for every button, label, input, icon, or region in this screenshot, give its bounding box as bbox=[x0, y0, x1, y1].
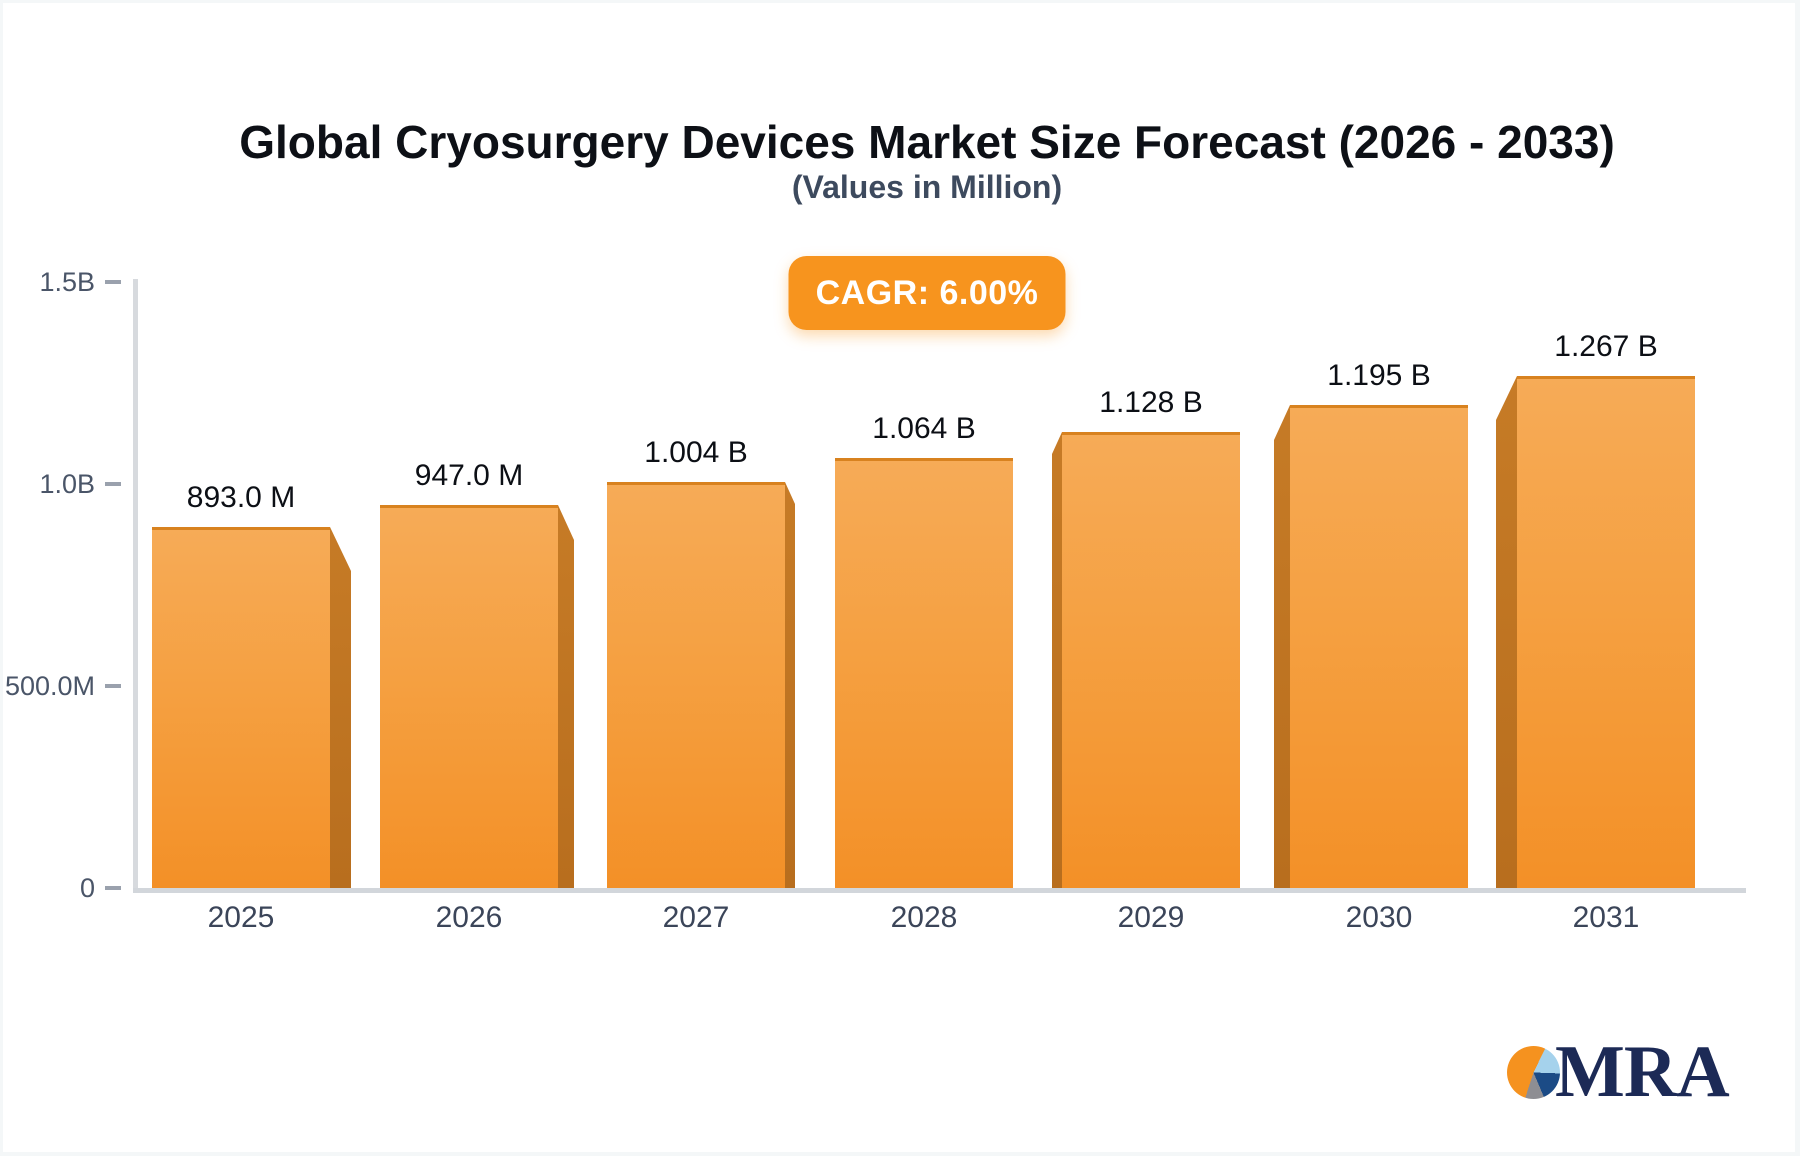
bar-side-face-2025 bbox=[330, 527, 351, 888]
x-axis-line bbox=[133, 888, 1746, 893]
y-axis-tick-label-0: 0 bbox=[79, 873, 95, 903]
chart-title: Global Cryosurgery Devices Market Size F… bbox=[239, 116, 1615, 168]
x-axis-label-2027: 2027 bbox=[662, 901, 730, 934]
x-axis-label-2029: 2029 bbox=[1117, 901, 1185, 934]
bar-2028 bbox=[835, 458, 1013, 888]
bar-2029 bbox=[1062, 432, 1240, 888]
x-axis-label-2028: 2028 bbox=[890, 901, 958, 934]
y-axis-tick-label-500.0M: 500.0M bbox=[4, 671, 95, 701]
bar-value-label-2027: 1.004 B bbox=[644, 436, 748, 469]
bar-chart-plot: 1.5B 1.0B 500.0M 0 893.0 M 2025 947.0 M 2026 1.… bbox=[3, 3, 1800, 1156]
y-axis-tick-1.0B bbox=[105, 482, 121, 486]
bar-side-face-2026 bbox=[558, 505, 574, 888]
bar-2026 bbox=[380, 505, 558, 888]
y-axis-tick-label-1.0B: 1.0B bbox=[39, 469, 95, 499]
bar-2025 bbox=[152, 527, 330, 888]
x-axis-label-2025: 2025 bbox=[207, 901, 275, 934]
cagr-badge-label: CAGR: 6.00% bbox=[815, 273, 1039, 312]
mra-logo-text: MRA bbox=[1555, 1031, 1730, 1113]
bar-value-label-2028: 1.064 B bbox=[872, 412, 976, 445]
bar-2031 bbox=[1517, 376, 1695, 888]
mra-logo: MRA bbox=[1507, 1035, 1730, 1109]
bar-value-label-2026: 947.0 M bbox=[414, 459, 524, 492]
bar-value-label-2025: 893.0 M bbox=[186, 481, 296, 514]
chart-subtitle: (Values in Million) bbox=[791, 169, 1063, 205]
x-axis-label-2026: 2026 bbox=[435, 901, 503, 934]
bar-side-face-2027 bbox=[785, 482, 795, 888]
y-axis-tick-500.0M bbox=[105, 684, 121, 688]
bar-2030 bbox=[1290, 405, 1468, 888]
chart-card: Global Cryosurgery Devices Market Size F… bbox=[3, 3, 1795, 1152]
y-axis-tick-1.5B bbox=[105, 280, 121, 284]
bar-side-face-2029 bbox=[1052, 432, 1062, 888]
y-axis-tick-label-1.5B: 1.5B bbox=[39, 267, 95, 297]
bar-value-label-2029: 1.128 B bbox=[1099, 386, 1203, 419]
x-axis-label-2031: 2031 bbox=[1572, 901, 1640, 934]
x-axis-label-2030: 2030 bbox=[1345, 901, 1413, 934]
y-axis-line bbox=[133, 279, 138, 892]
pie-chart-logo-icon bbox=[1507, 1045, 1560, 1099]
bar-side-face-2031 bbox=[1496, 376, 1517, 888]
cagr-badge: CAGR: 6.00% bbox=[788, 256, 1066, 330]
bar-side-face-2030 bbox=[1274, 405, 1290, 888]
y-axis-tick-0 bbox=[105, 886, 121, 890]
bar-value-label-2030: 1.195 B bbox=[1327, 359, 1431, 392]
bar-2027 bbox=[607, 482, 785, 888]
bar-value-label-2031: 1.267 B bbox=[1554, 330, 1658, 363]
